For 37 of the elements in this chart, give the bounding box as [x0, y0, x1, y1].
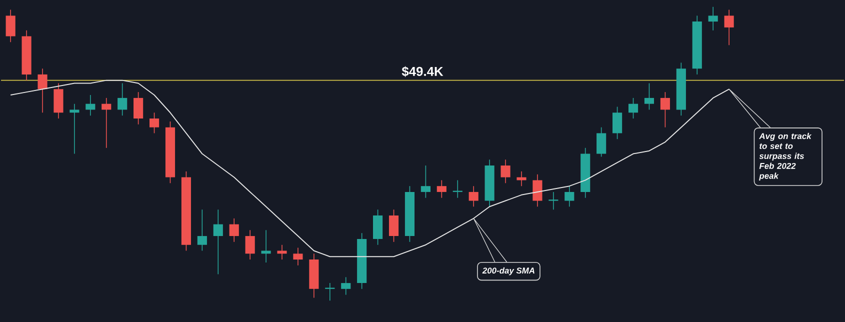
candlestick [420, 165, 430, 198]
candlestick [70, 103, 80, 154]
candlestick [532, 174, 542, 207]
candlestick [54, 82, 64, 119]
candlestick [102, 97, 112, 148]
candlestick [38, 68, 48, 113]
candlestick [596, 126, 606, 157]
candlestick [388, 209, 399, 242]
candlestick [708, 6, 718, 31]
candlestick [213, 209, 223, 275]
candlestick [6, 9, 16, 42]
candlestick [277, 244, 287, 260]
candlestick [325, 282, 335, 301]
candlestick [149, 112, 160, 134]
candlestick [660, 92, 670, 128]
candlestick [86, 94, 96, 116]
candlestick [373, 209, 383, 246]
candlestick [293, 247, 303, 266]
candlestick [245, 230, 255, 260]
candlestick [644, 82, 654, 110]
candlestick [548, 191, 558, 210]
candlestick [724, 9, 734, 46]
candlestick [341, 276, 351, 296]
candlestick [500, 159, 510, 184]
candlestick [197, 209, 207, 252]
candlestick [436, 180, 446, 198]
candlestick [134, 92, 144, 125]
candlestick [229, 218, 239, 242]
candlestick [468, 186, 478, 207]
text: Avg on track to set to surpass its Feb 2022 peak [759, 132, 812, 180]
candlestick [612, 106, 622, 140]
candlestick [118, 82, 128, 116]
candlestick [564, 186, 574, 207]
candlestick [628, 97, 638, 119]
annotation: 200-day SMA [482, 267, 534, 276]
ref-line-label: $49.4K [402, 66, 444, 77]
candlestick [261, 230, 271, 263]
